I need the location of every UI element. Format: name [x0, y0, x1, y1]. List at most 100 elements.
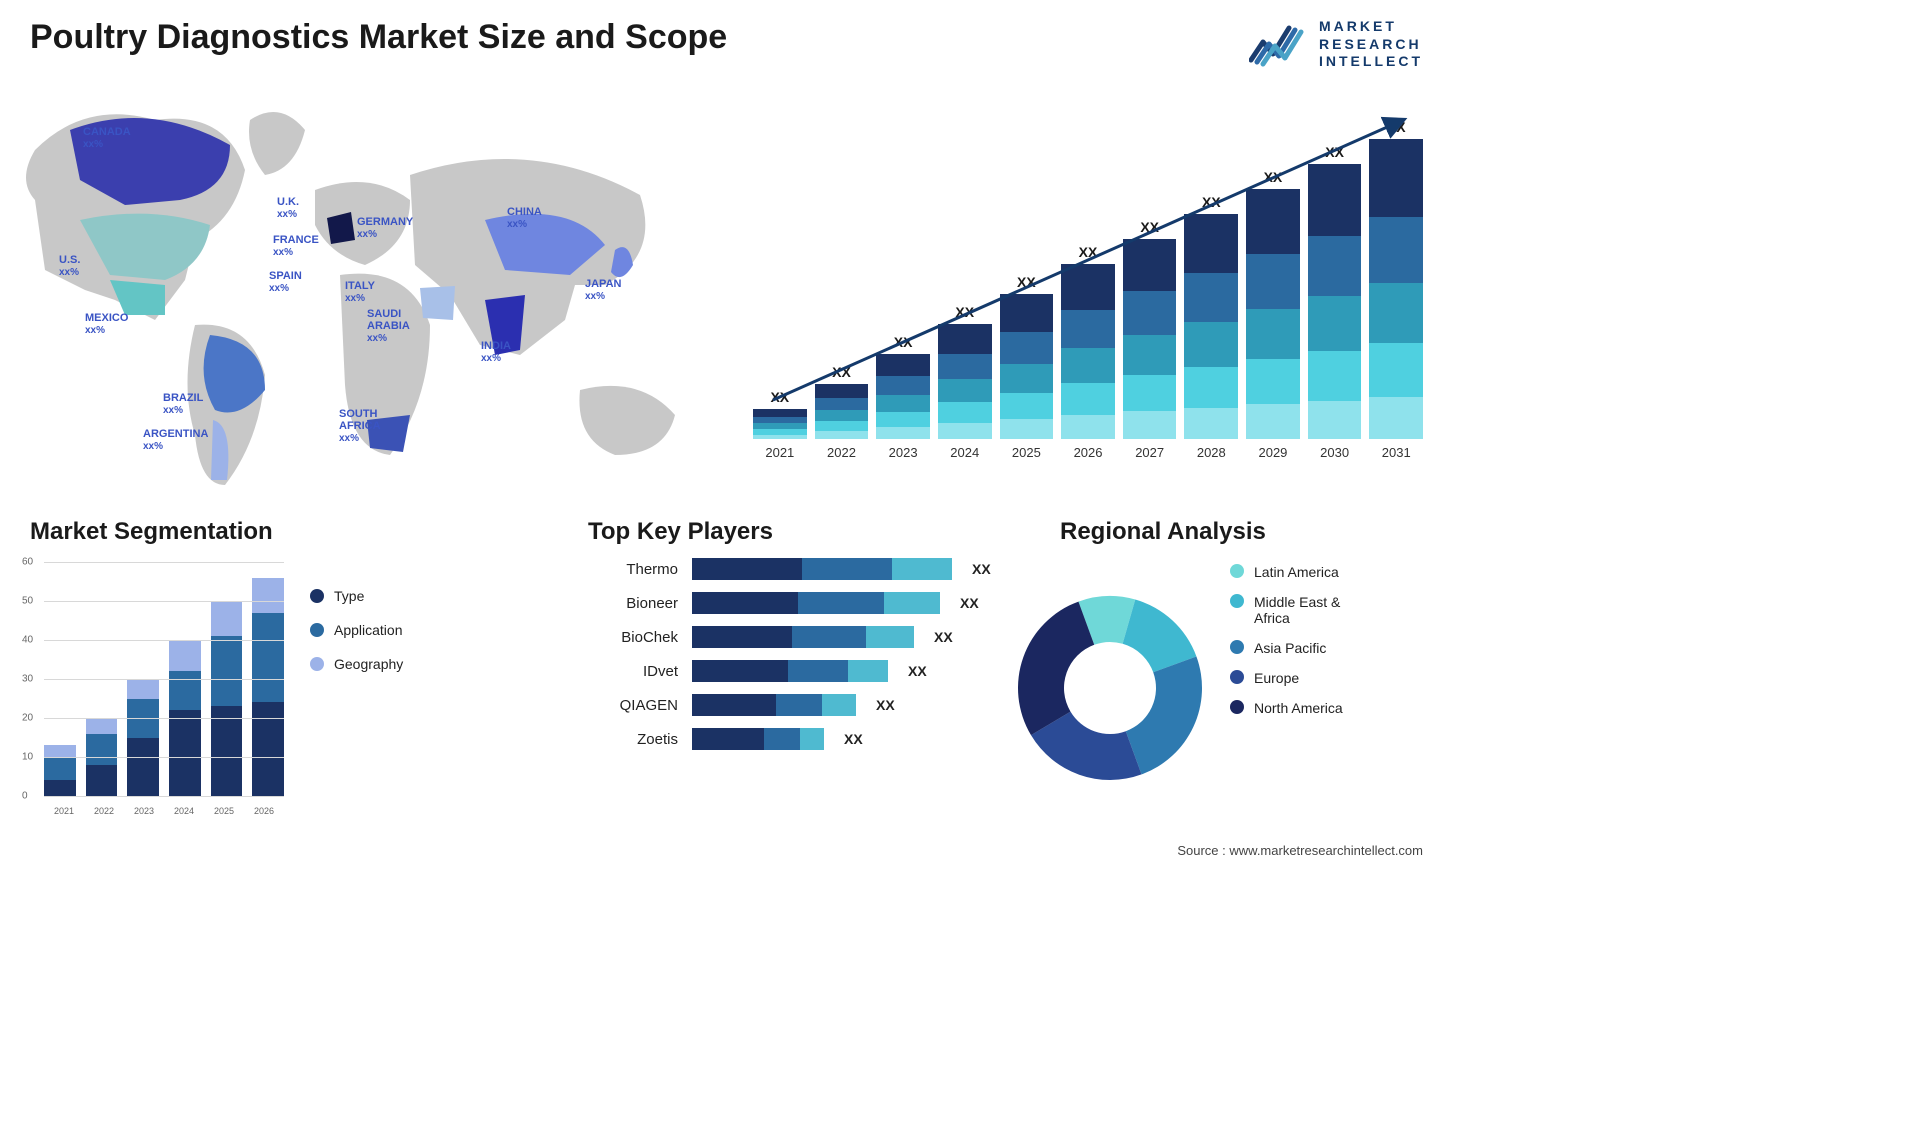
- growth-bar-year: 2029: [1258, 445, 1287, 460]
- seg-xtick: 2024: [164, 806, 204, 816]
- map-country-label: MEXICOxx%: [85, 312, 128, 336]
- legend-item: Middle East &Africa: [1230, 594, 1343, 626]
- page-title: Poultry Diagnostics Market Size and Scop…: [30, 18, 727, 57]
- brand-mark-icon: [1249, 20, 1309, 68]
- seg-bar-column: [211, 601, 243, 796]
- growth-bar-year: 2030: [1320, 445, 1349, 460]
- legend-item: Asia Pacific: [1230, 640, 1343, 656]
- growth-bar-column: XX 2025: [1000, 274, 1054, 460]
- legend-item: Application: [310, 622, 403, 638]
- seg-xtick: 2023: [124, 806, 164, 816]
- seg-xtick: 2021: [44, 806, 84, 816]
- growth-bar-value: XX: [894, 334, 913, 350]
- growth-bar-year: 2022: [827, 445, 856, 460]
- key-player-name: BioChek: [588, 629, 678, 646]
- map-country-label: FRANCExx%: [273, 234, 319, 258]
- seg-xtick: 2026: [244, 806, 284, 816]
- map-country-label: ARGENTINAxx%: [143, 428, 208, 452]
- brand-logo: MARKET RESEARCH INTELLECT: [1249, 18, 1423, 71]
- growth-bar-value: XX: [1140, 219, 1159, 235]
- growth-bar-year: 2025: [1012, 445, 1041, 460]
- key-players-heading: Top Key Players: [588, 518, 773, 546]
- growth-bar-chart: XX2021XX2022XX2023XX2024XX2025XX2026XX20…: [753, 90, 1423, 490]
- donut-slice: [1126, 656, 1202, 774]
- growth-bar-value: XX: [832, 364, 851, 380]
- growth-bar-value: XX: [1202, 194, 1221, 210]
- growth-bar-column: XX 2028: [1184, 194, 1238, 460]
- growth-bar-year: 2031: [1382, 445, 1411, 460]
- seg-ytick: 20: [22, 713, 33, 724]
- seg-ytick: 10: [22, 752, 33, 763]
- legend-item: Europe: [1230, 670, 1343, 686]
- growth-bar-year: 2026: [1074, 445, 1103, 460]
- growth-bar-year: 2021: [765, 445, 794, 460]
- key-player-name: IDvet: [588, 663, 678, 680]
- key-player-name: Bioneer: [588, 595, 678, 612]
- growth-bar-column: XX 2026: [1061, 244, 1115, 460]
- growth-bar-year: 2027: [1135, 445, 1164, 460]
- seg-xtick: 2022: [84, 806, 124, 816]
- seg-ytick: 0: [22, 791, 28, 802]
- growth-bar-value: XX: [955, 304, 974, 320]
- map-country-label: U.K.xx%: [277, 196, 299, 220]
- growth-bar-value: XX: [770, 389, 789, 405]
- growth-bar-column: XX 2027: [1123, 219, 1177, 460]
- legend-item: Type: [310, 588, 403, 604]
- donut-slice: [1018, 602, 1094, 736]
- map-country-label: SOUTHAFRICAxx%: [339, 408, 381, 444]
- key-player-row: ZoetisXX: [588, 728, 1008, 750]
- growth-bar-column: XX2024: [938, 304, 992, 460]
- growth-bar-value: XX: [1387, 119, 1406, 135]
- growth-bar-column: XX 2023: [876, 334, 930, 460]
- seg-bar-column: [252, 578, 284, 796]
- seg-bar-column: [44, 745, 76, 796]
- world-map-chart: CANADAxx% U.S.xx% MEXICOxx% BRAZILxx% ARGENT…: [15, 90, 715, 490]
- growth-bar-column: XX 2029: [1246, 169, 1300, 460]
- map-country-label: CHINAxx%: [507, 206, 542, 230]
- map-country-label: INDIAxx%: [481, 340, 511, 364]
- key-player-row: Thermo XX: [588, 558, 1008, 580]
- growth-bar-year: 2023: [889, 445, 918, 460]
- map-country-label: SPAINxx%: [269, 270, 302, 294]
- growth-bar-value: XX: [1079, 244, 1098, 260]
- donut-svg: [1010, 588, 1210, 788]
- map-country-label: JAPANxx%: [585, 278, 621, 302]
- key-player-name: Thermo: [588, 561, 678, 578]
- regional-legend: Latin America Middle East &Africa Asia Pac…: [1230, 564, 1343, 730]
- map-country-label: ITALYxx%: [345, 280, 375, 304]
- growth-bar-value: XX: [1325, 144, 1344, 160]
- regional-heading: Regional Analysis: [1060, 518, 1266, 546]
- growth-bar-value: XX: [1017, 274, 1036, 290]
- map-country-label: BRAZILxx%: [163, 392, 203, 416]
- key-player-value: XX: [934, 629, 953, 645]
- brand-text: MARKET RESEARCH INTELLECT: [1319, 18, 1423, 71]
- map-country-label: GERMANYxx%: [357, 216, 413, 240]
- seg-xtick: 2025: [204, 806, 244, 816]
- key-player-name: QIAGEN: [588, 697, 678, 714]
- map-country-label: SAUDIARABIAxx%: [367, 308, 410, 344]
- regional-donut-chart: Latin America Middle East &Africa Asia Pac…: [1010, 558, 1430, 818]
- legend-item: Geography: [310, 656, 403, 672]
- key-player-value: XX: [908, 663, 927, 679]
- growth-bar-column: XX 2021: [753, 389, 807, 460]
- seg-ytick: 30: [22, 674, 33, 685]
- source-attribution: Source : www.marketresearchintellect.com: [1177, 843, 1423, 858]
- map-country-label: U.S.xx%: [59, 254, 80, 278]
- map-country-label: CANADAxx%: [83, 126, 131, 150]
- growth-bar-year: 2028: [1197, 445, 1226, 460]
- growth-bar-column: XX 2022: [815, 364, 869, 460]
- segmentation-chart: 0102030405060 202120222023202420252026 T…: [20, 558, 480, 818]
- key-player-row: QIAGEN XX: [588, 694, 1008, 716]
- key-player-value: XX: [960, 595, 979, 611]
- key-player-value: XX: [972, 561, 991, 577]
- key-player-value: XX: [844, 731, 863, 747]
- legend-item: North America: [1230, 700, 1343, 716]
- seg-ytick: 40: [22, 635, 33, 646]
- growth-bar-column: XX 2030: [1308, 144, 1362, 460]
- key-player-value: XX: [876, 697, 895, 713]
- seg-ytick: 60: [22, 557, 33, 568]
- segmentation-heading: Market Segmentation: [30, 518, 273, 546]
- legend-item: Latin America: [1230, 564, 1343, 580]
- key-player-row: BioChek XX: [588, 626, 1008, 648]
- growth-bar-value: XX: [1264, 169, 1283, 185]
